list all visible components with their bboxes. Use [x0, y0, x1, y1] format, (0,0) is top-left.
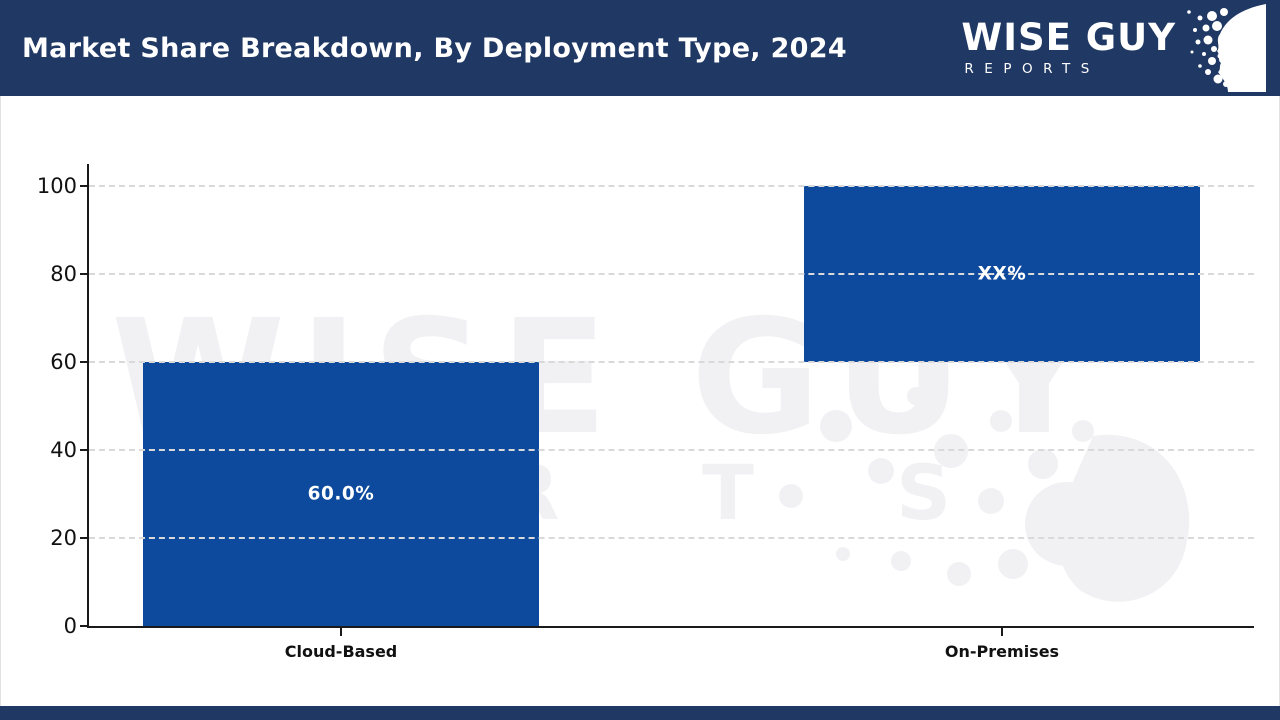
chart-plot-area: WISE GUY R T S 0 20 40 60 80 100 60.0% Cloud-Ba… — [0, 96, 1280, 706]
y-tick-mark — [80, 449, 87, 451]
chart-title: Market Share Breakdown, By Deployment Ty… — [22, 32, 847, 64]
logo-face-icon — [1187, 4, 1266, 92]
bar-value-label: 60.0% — [307, 483, 375, 505]
header-bar: Market Share Breakdown, By Deployment Ty… — [0, 0, 1280, 96]
x-category-label: Cloud-Based — [284, 642, 398, 661]
y-tick-label: 20 — [50, 526, 77, 550]
y-gridline — [89, 185, 1254, 187]
y-tick-mark — [80, 537, 87, 539]
y-gridline — [89, 273, 1254, 275]
y-tick-mark — [80, 185, 87, 187]
y-axis-spine — [87, 164, 89, 628]
logo-wordmark: WISE GUY — [961, 16, 1176, 59]
logo-text: WISE GUY REPORTS — [961, 19, 1176, 77]
bar-value-label: XX% — [977, 263, 1027, 285]
y-tick-mark — [80, 361, 87, 363]
watermark-dots-pattern — [779, 387, 1190, 602]
footer-bar — [0, 706, 1280, 720]
y-gridline — [89, 361, 1254, 363]
x-axis-spine — [87, 626, 1254, 628]
y-tick-label: 60 — [50, 350, 77, 374]
wise-guy-reports-logo: WISE GUY REPORTS — [961, 4, 1266, 92]
x-tick-mark — [1001, 628, 1003, 636]
y-tick-label: 100 — [36, 174, 77, 198]
y-tick-label: 80 — [50, 262, 77, 286]
y-tick-label: 0 — [63, 614, 77, 638]
bar-cloud-based — [143, 362, 539, 626]
y-gridline — [89, 537, 1254, 539]
y-gridline — [89, 449, 1254, 451]
y-tick-mark — [80, 273, 87, 275]
y-tick-label: 40 — [50, 438, 77, 462]
x-tick-mark — [340, 628, 342, 636]
y-tick-mark — [80, 625, 87, 627]
logo-subtitle: REPORTS — [964, 61, 1100, 77]
x-category-label: On-Premises — [944, 642, 1060, 661]
